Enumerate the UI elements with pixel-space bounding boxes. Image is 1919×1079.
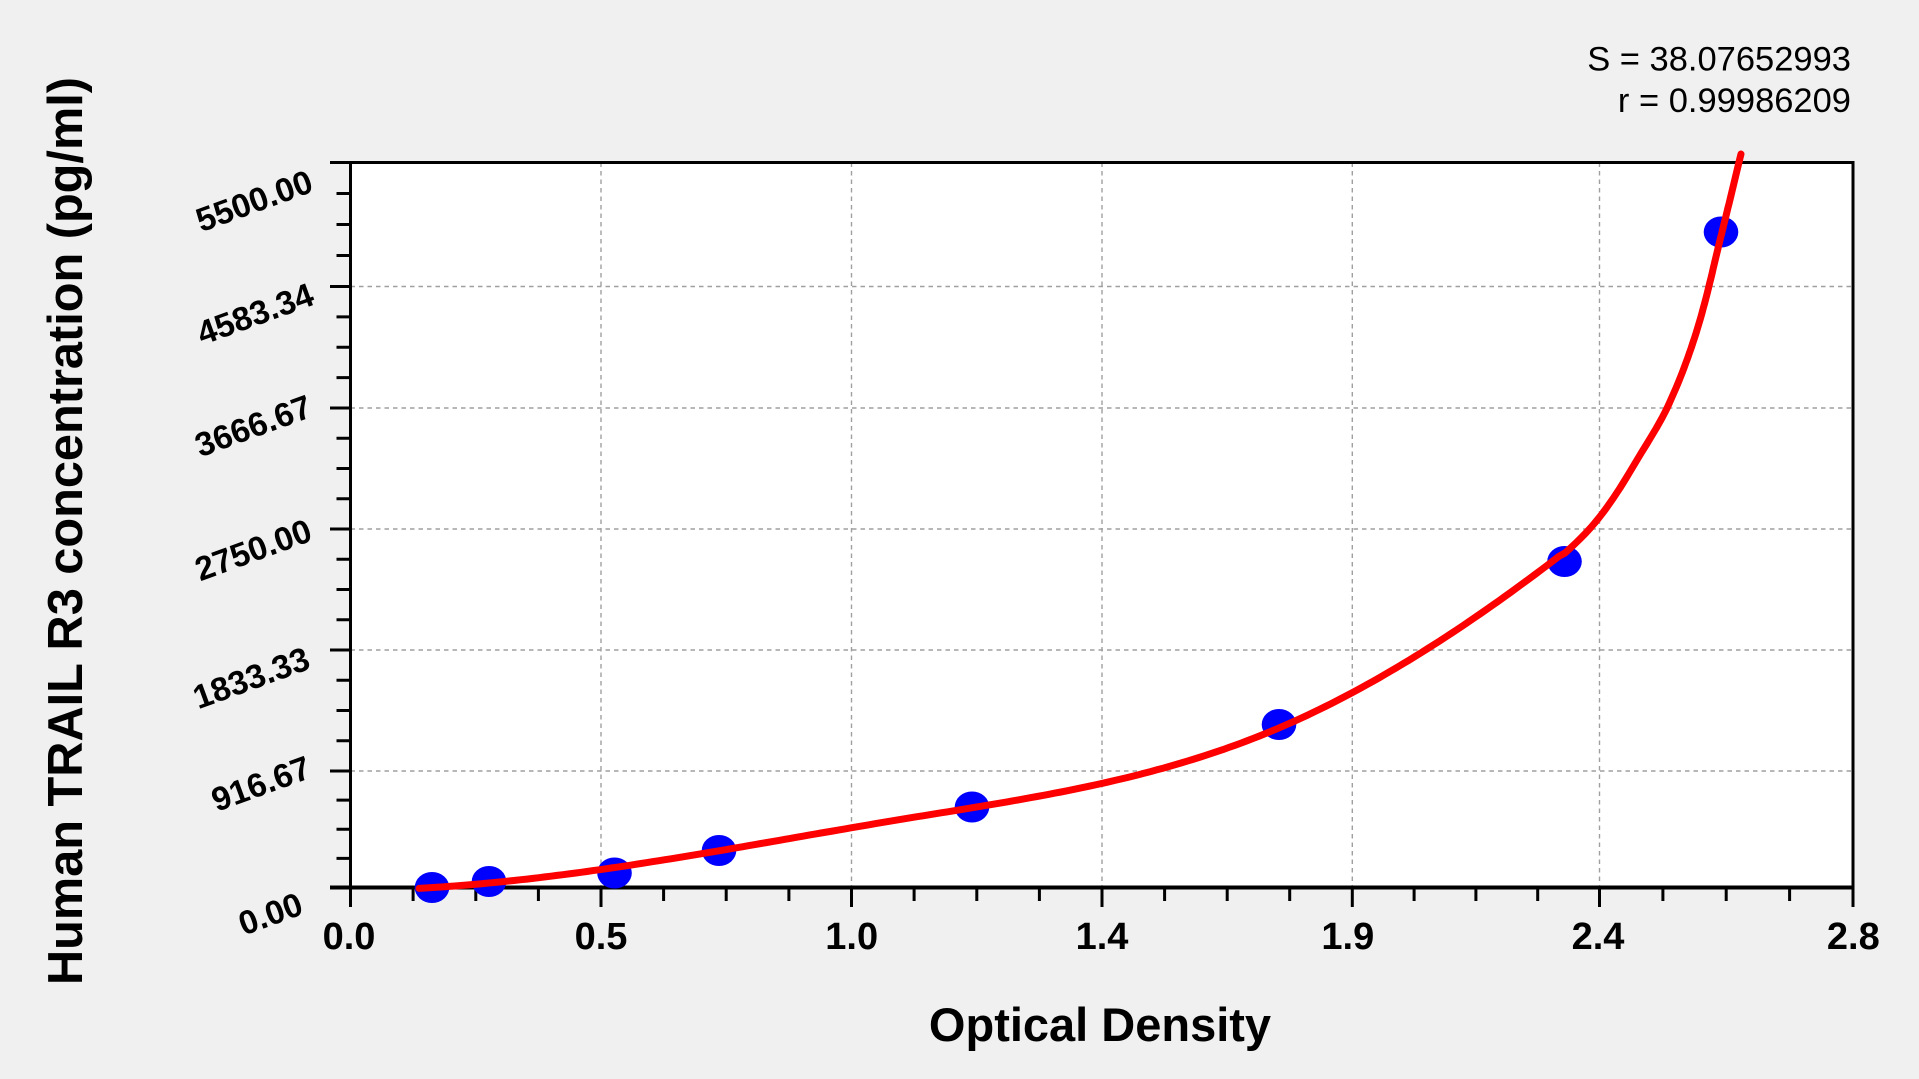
svg-text:1.9: 1.9 [1321,916,1374,958]
svg-text:0.0: 0.0 [323,916,376,958]
svg-text:2.8: 2.8 [1827,916,1880,958]
svg-text:2.4: 2.4 [1572,916,1625,958]
svg-text:Human TRAIL R3 concentration (: Human TRAIL R3 concentration (pg/ml) [39,77,93,985]
svg-text:S = 38.07652993: S = 38.07652993 [1587,41,1851,79]
svg-text:1.0: 1.0 [825,916,878,958]
svg-text:1.4: 1.4 [1076,916,1129,958]
svg-text:Optical Density: Optical Density [929,998,1271,1051]
svg-text:0.5: 0.5 [575,916,628,958]
svg-text:r = 0.99986209: r = 0.99986209 [1618,82,1851,120]
